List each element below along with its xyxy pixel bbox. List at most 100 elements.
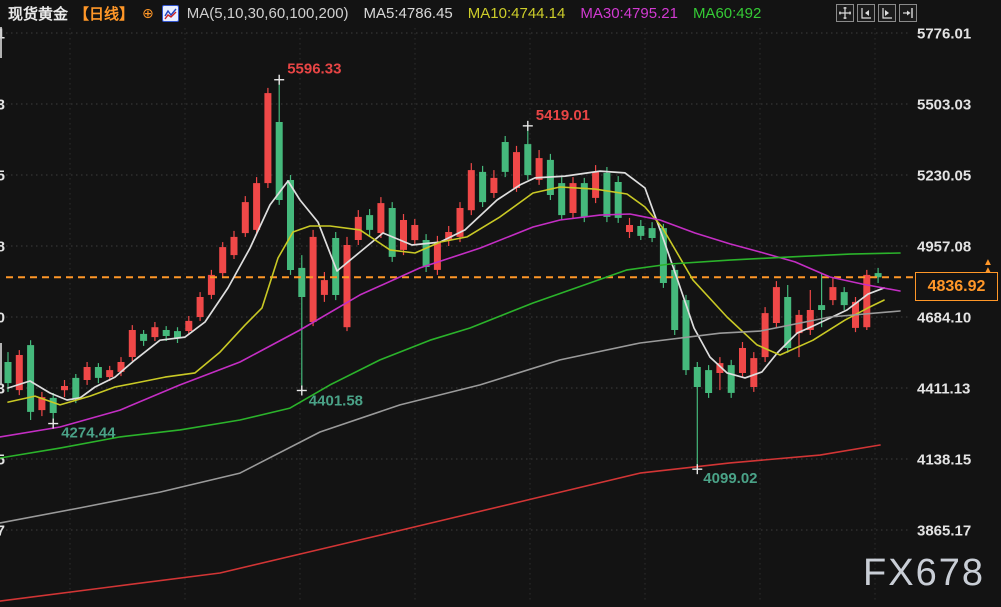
candle-body [569, 183, 577, 213]
candle-body [72, 377, 80, 399]
candle-body [637, 226, 645, 236]
candle-body [241, 202, 249, 234]
candle-body [128, 330, 136, 357]
candle-body [874, 273, 882, 278]
candle-body [659, 228, 667, 283]
candle-body [264, 93, 272, 184]
candle-body [388, 208, 396, 257]
y-axis-label: 5503.03 [917, 97, 971, 114]
candle-body [94, 367, 102, 378]
candle-body [467, 170, 475, 211]
candle-body [513, 152, 520, 188]
y-axis-left-fragment: 3 [0, 380, 5, 397]
timeframe-label[interactable]: 【日线】 [74, 6, 135, 23]
chart-zoom-in-icon [882, 8, 892, 19]
crosshair-tool-button[interactable] [836, 4, 854, 22]
candle-body [253, 183, 261, 230]
candle-body [343, 245, 351, 328]
candle-body [479, 171, 487, 203]
candle-body [287, 180, 294, 270]
candle-body [456, 208, 464, 237]
candle-body [501, 142, 509, 172]
candle-body [117, 362, 125, 372]
ma30-value: MA30:4795.21 [580, 5, 678, 22]
y-axis-label: 4684.10 [917, 310, 971, 327]
candle-body [162, 330, 170, 336]
chart-header: 现货黄金 【日线】 ⊕ MA(5,10,30,60,100,200) MA5:4… [0, 0, 1001, 27]
edge-fragments-layer [0, 13, 2, 385]
candle-body [705, 370, 713, 393]
y-axis-label: 4957.08 [917, 238, 971, 255]
y-axis-label: 3865.17 [917, 523, 971, 540]
candle-body [580, 183, 588, 217]
candle-body [207, 274, 215, 295]
candle-body [535, 158, 543, 180]
candle-body [4, 362, 12, 384]
price-annotation: 5419.01 [536, 107, 590, 124]
candles-layer [4, 79, 882, 470]
y-axis-left-fragment: 3 [0, 97, 5, 114]
y-axis-label: 4138.15 [917, 451, 971, 468]
candle-body [309, 236, 317, 322]
y-axis-left-fragment: 0 [0, 310, 5, 327]
grid-layer: 5776.01 1 5503.03 3 5230.05 5 4957.08 8 4684.10 0… [0, 26, 971, 600]
candle-body [818, 305, 826, 310]
candle-body [829, 287, 837, 301]
candle-body [38, 397, 46, 411]
candle-body [772, 287, 780, 323]
ma-line-ma200 [0, 444, 881, 602]
ma-line-ma10 [7, 186, 885, 406]
price-annotation: 4274.44 [61, 425, 116, 442]
go-to-latest-button[interactable] [899, 4, 917, 22]
y-axis-label: 4411.13 [917, 380, 970, 397]
candle-body [727, 365, 735, 393]
candle-body [671, 269, 679, 330]
candle-body [750, 358, 758, 387]
candle-body [275, 122, 283, 200]
y-axis-left-fragment: 5 [0, 451, 5, 468]
zoom-out-button[interactable] [857, 4, 875, 22]
annotations-layer: 5596.33 5419.01 4401.58 4274.44 4099.02 [48, 61, 758, 487]
candle-body [716, 363, 724, 373]
y-axis-left-fragment: 5 [0, 168, 5, 185]
candle-body [354, 216, 362, 240]
candle-body [603, 172, 611, 217]
clipped-candle-fragment [0, 343, 2, 385]
candle-body [27, 345, 35, 412]
circle-plus-icon[interactable]: ⊕ [142, 5, 154, 21]
candle-body [411, 225, 419, 241]
candle-body [626, 225, 633, 232]
ma5-value: MA5:4786.45 [363, 5, 453, 22]
candle-body [400, 220, 407, 250]
candle-body [558, 183, 566, 216]
candle-body [863, 274, 871, 328]
candle-body [433, 242, 441, 270]
candle-body [490, 177, 498, 193]
candle-body [422, 240, 430, 267]
zoom-in-button[interactable] [878, 4, 896, 22]
price-annotation: 4099.02 [703, 470, 757, 487]
chart-toolbar [836, 4, 917, 22]
candle-body [320, 280, 328, 295]
go-latest-icon [903, 8, 913, 18]
candle-body [49, 397, 57, 413]
candle-body [840, 292, 848, 306]
indicator-chart-icon[interactable] [161, 5, 179, 22]
candle-body [174, 331, 181, 339]
candle-body [230, 236, 238, 256]
candle-body [761, 313, 769, 358]
candle-body [298, 267, 306, 297]
candle-body [377, 203, 385, 233]
ma10-value: MA10:4744.14 [467, 5, 566, 22]
clipped-candle-fragment [0, 13, 2, 58]
ma-line-ma100 [0, 310, 901, 524]
candle-body [83, 367, 91, 380]
ma60-value: MA60:492 [692, 5, 762, 22]
crosshair-icon [839, 7, 851, 19]
candle-body [140, 333, 148, 341]
watermark: FX678 [863, 552, 985, 594]
candle-body [196, 297, 204, 317]
ma-line-ma60 [0, 252, 901, 459]
